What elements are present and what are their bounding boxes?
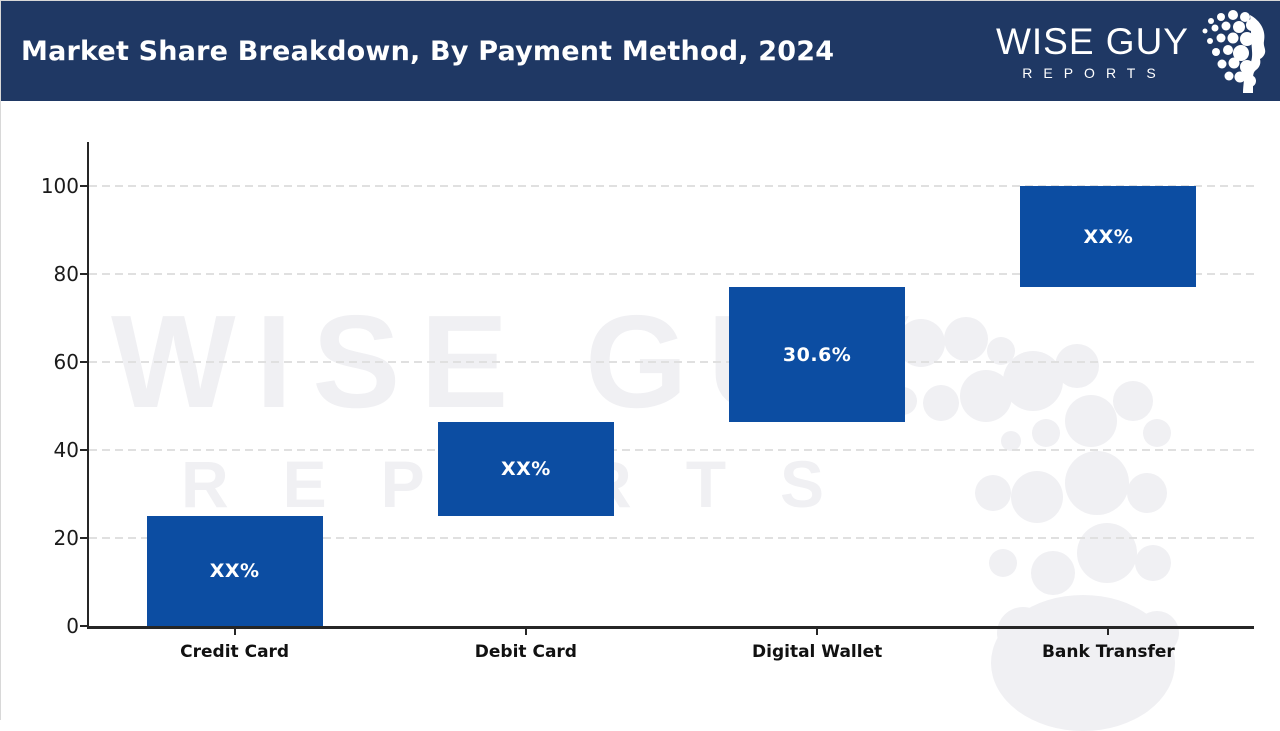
gridline-y80 bbox=[89, 273, 1254, 275]
logo-wordmark: WISE GUY bbox=[995, 20, 1189, 62]
y-tick-label-100: 100 bbox=[40, 174, 79, 198]
bar-debit-card: XX% bbox=[437, 421, 614, 516]
bar-credit-card: XX% bbox=[146, 516, 323, 626]
x-tick-label-credit-card: Credit Card bbox=[180, 642, 290, 662]
x-tick-label-bank-transfer: Bank Transfer bbox=[1041, 642, 1175, 662]
gridline-y20 bbox=[89, 537, 1254, 539]
y-tick-label-80: 80 bbox=[53, 262, 79, 286]
logo-subtext: REPORTS bbox=[1022, 64, 1167, 81]
y-tick-mark-100 bbox=[80, 185, 87, 187]
y-tick-mark-20 bbox=[80, 537, 87, 539]
bar-value-label: XX% bbox=[209, 560, 260, 582]
header-bar: Market Share Breakdown, By Payment Metho… bbox=[1, 1, 1280, 101]
x-axis-line bbox=[87, 626, 1254, 629]
x-tick-mark-2 bbox=[524, 629, 527, 635]
x-tick-label-digital-wallet: Digital Wallet bbox=[752, 642, 883, 662]
bar-value-label: XX% bbox=[1083, 225, 1134, 248]
y-tick-label-0: 0 bbox=[66, 614, 79, 638]
y-axis-line bbox=[87, 142, 89, 629]
gridline-y100 bbox=[89, 185, 1254, 187]
bar-value-label: 30.6% bbox=[782, 343, 852, 366]
y-tick-label-40: 40 bbox=[53, 438, 79, 462]
y-tick-mark-60 bbox=[80, 361, 87, 363]
y-tick-mark-80 bbox=[80, 273, 87, 275]
y-tick-label-60: 60 bbox=[53, 350, 79, 374]
watermark-head-icon bbox=[784, 317, 1179, 731]
bar-value-label: XX% bbox=[500, 457, 551, 480]
x-tick-mark-1 bbox=[233, 629, 236, 635]
y-tick-mark-0 bbox=[80, 625, 87, 627]
chart-title: Market Share Breakdown, By Payment Metho… bbox=[21, 35, 835, 67]
y-tick-mark-40 bbox=[80, 449, 87, 451]
x-tick-label-debit-card: Debit Card bbox=[474, 642, 577, 662]
plot-area: 0 20 40 60 80 100 XX% Credit Card XX% Debit Card 3… bbox=[41, 142, 1254, 662]
logo-text: WISE GUY REPORTS bbox=[996, 23, 1189, 80]
bar-bank-transfer: XX% bbox=[1020, 186, 1197, 288]
x-tick-mark-3 bbox=[816, 629, 819, 635]
y-tick-label-20: 20 bbox=[53, 526, 79, 550]
bar-digital-wallet: 30.6% bbox=[729, 287, 906, 422]
wiseguy-logo: WISE GUY REPORTS bbox=[996, 9, 1267, 93]
gridline-y40 bbox=[89, 449, 1254, 451]
logo-head-icon bbox=[1202, 10, 1266, 93]
x-tick-mark-4 bbox=[1107, 629, 1110, 635]
gridline-y60 bbox=[89, 361, 1254, 363]
